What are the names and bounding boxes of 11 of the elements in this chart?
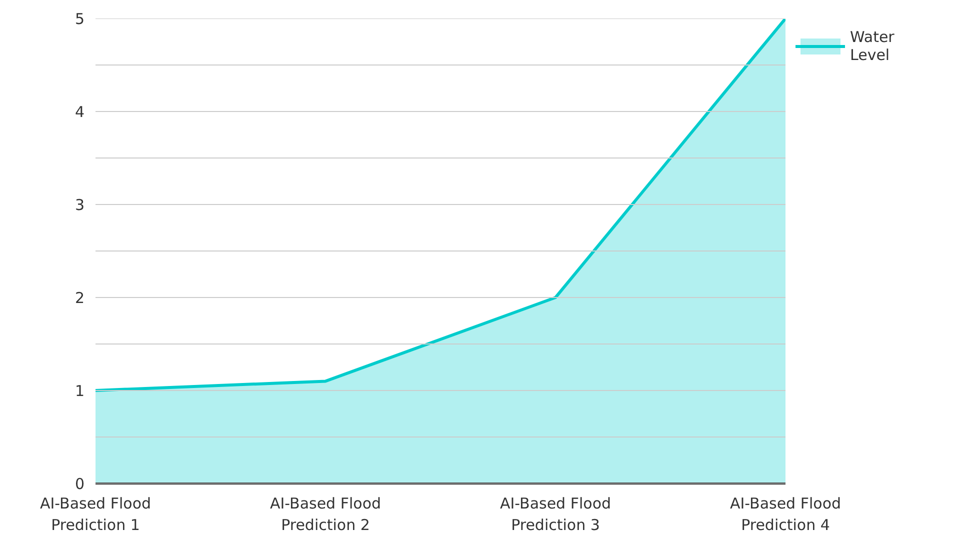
y-tick-label: 2 (74, 289, 85, 307)
y-tick-label: 0 (74, 475, 85, 493)
y-tick-label: 5 (74, 10, 85, 28)
y-tick-label: 1 (74, 382, 85, 400)
x-tick-label: AI-Based Flood Prediction 4 (730, 494, 842, 534)
y-tick-label: 4 (74, 103, 85, 121)
legend-label: Water Level (850, 28, 896, 64)
x-tick-label: AI-Based Flood Prediction 3 (500, 494, 612, 534)
x-tick-label: AI-Based Flood Prediction 1 (40, 494, 152, 534)
y-tick-label: 3 (74, 196, 85, 214)
x-tick-label: AI-Based Flood Prediction 2 (270, 494, 382, 534)
